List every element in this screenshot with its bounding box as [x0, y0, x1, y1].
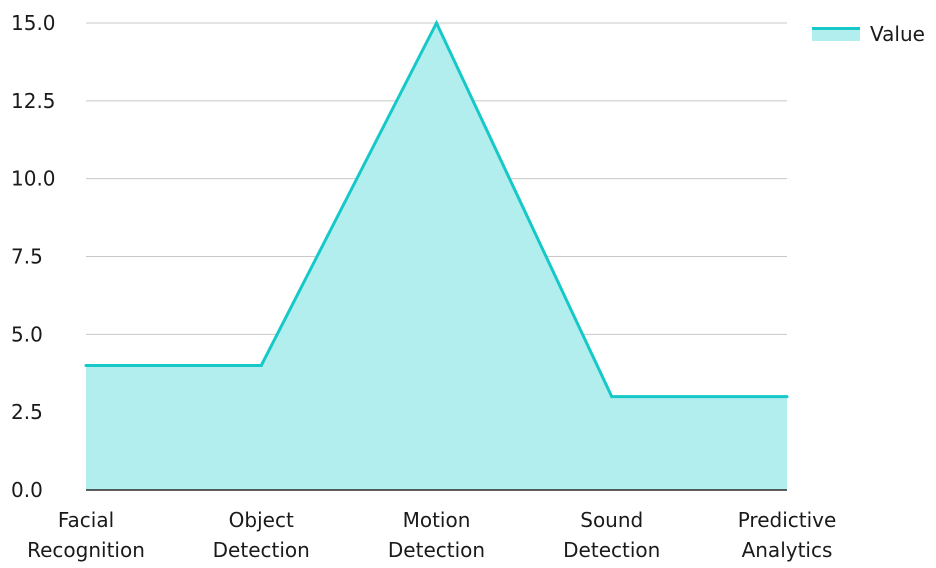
x-tick-label-line: Analytics: [742, 538, 833, 562]
data-point: [610, 395, 614, 399]
data-point: [259, 363, 263, 367]
x-tick-label: Motion Detection: [388, 508, 485, 562]
x-tick-label-line: Detection: [388, 538, 485, 562]
x-tick-label: Sound Detection: [563, 508, 660, 562]
data-point: [435, 21, 438, 25]
x-tick-label-line: Sound: [580, 508, 643, 532]
x-tick-label: Object Detection: [213, 508, 310, 562]
y-tick-label: 0.0: [11, 478, 43, 502]
y-tick-label: 5.0: [11, 322, 43, 346]
y-tick-labels: 0.0 2.5 5.0 7.5 10.0 12.5 15.0: [11, 11, 56, 502]
y-tick-label: 7.5: [11, 245, 43, 269]
x-tick-label-line: Object: [229, 508, 294, 532]
data-point: [785, 395, 789, 399]
y-tick-label: 10.0: [11, 167, 56, 191]
y-tick-label: 12.5: [11, 89, 56, 113]
legend-label: Value: [870, 22, 925, 46]
legend: Value: [812, 22, 925, 46]
legend-swatch: [812, 27, 860, 41]
x-tick-label-line: Motion: [403, 508, 471, 532]
series-area: [84, 19, 789, 490]
area-fill: [86, 23, 787, 490]
x-tick-label-line: Facial: [58, 508, 114, 532]
x-tick-labels: Facial Recognition Object Detection Motion De…: [27, 508, 836, 562]
x-tick-label-line: Predictive: [738, 508, 837, 532]
x-tick-label-line: Detection: [563, 538, 660, 562]
data-point: [84, 363, 88, 367]
y-tick-label: 2.5: [11, 400, 43, 424]
x-tick-label: Predictive Analytics: [738, 508, 837, 562]
x-tick-label: Facial Recognition: [27, 508, 145, 562]
y-tick-label: 15.0: [11, 11, 56, 35]
x-tick-label-line: Detection: [213, 538, 310, 562]
x-tick-label-line: Recognition: [27, 538, 145, 562]
